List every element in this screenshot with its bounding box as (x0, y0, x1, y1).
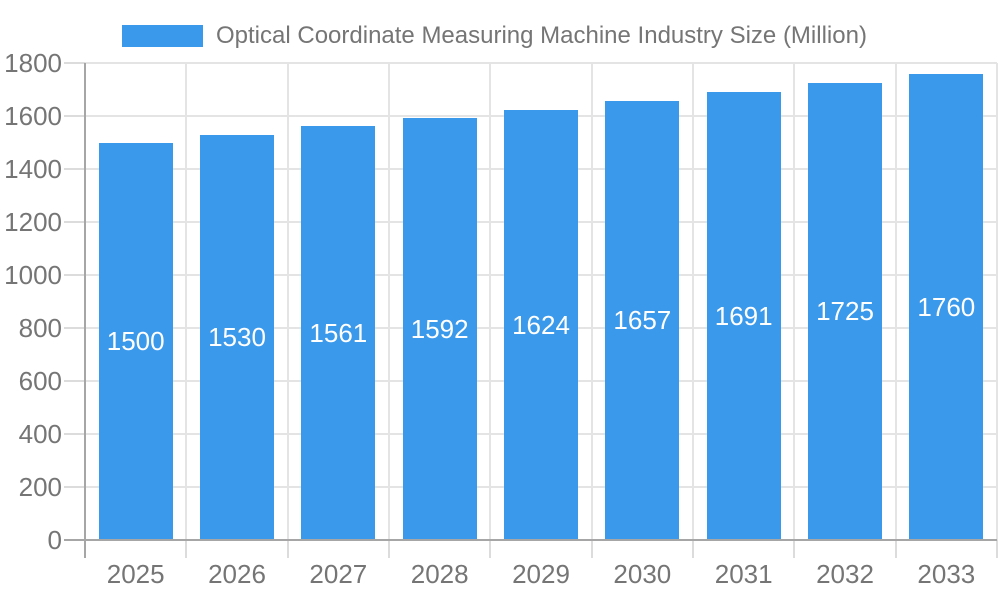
x-axis-tick (489, 540, 492, 558)
x-axis-tick (185, 540, 188, 558)
y-axis-label: 1200 (4, 207, 62, 237)
y-axis-tick (64, 62, 85, 64)
x-axis-tick (894, 540, 897, 558)
bar-value-label: 1691 (714, 300, 773, 331)
bar[interactable]: 1657 (605, 100, 680, 540)
bar-value-label: 1500 (106, 326, 165, 357)
y-axis-label: 400 (18, 419, 62, 449)
x-axis-label: 2033 (917, 559, 976, 589)
y-axis-tick (64, 380, 85, 382)
y-axis-label: 200 (18, 472, 62, 502)
bar-value-label: 1592 (410, 314, 469, 345)
x-axis-tick (286, 540, 289, 558)
x-axis-label: 2028 (410, 559, 469, 589)
bar-value-label: 1657 (613, 305, 672, 336)
x-axis-label: 2025 (106, 559, 165, 589)
y-axis-label: 1400 (4, 154, 62, 184)
bar[interactable]: 1691 (706, 91, 781, 540)
y-axis-label: 1800 (4, 48, 62, 78)
y-axis-tick (64, 115, 85, 117)
y-axis-label: 0 (47, 525, 62, 555)
x-axis-tick (996, 540, 998, 558)
y-axis-tick (64, 327, 85, 329)
bar[interactable]: 1725 (808, 82, 882, 540)
bar-value-label: 1760 (917, 291, 976, 322)
vertical-gridline (286, 63, 289, 540)
x-axis-label: 2029 (512, 559, 570, 589)
legend-swatch[interactable] (122, 25, 203, 47)
bar[interactable]: 1530 (200, 134, 274, 540)
y-axis-label: 1600 (4, 101, 62, 131)
legend[interactable]: Optical Coordinate Measuring Machine Ind… (122, 22, 867, 50)
x-axis-tick (692, 540, 694, 558)
bar-value-label: 1561 (309, 318, 368, 349)
x-axis-label: 2032 (816, 559, 874, 589)
x-axis-label: 2026 (208, 559, 266, 589)
y-axis-tick (64, 486, 85, 488)
x-axis-tick (793, 540, 796, 558)
y-axis-tick (64, 221, 85, 223)
vertical-gridline (692, 63, 694, 540)
bar[interactable]: 1592 (402, 118, 477, 540)
bar[interactable]: 1500 (98, 142, 173, 540)
x-axis-label: 2030 (613, 559, 672, 589)
y-axis-line (84, 63, 86, 558)
plot-area: 1500 1530 1561 1592 1624 1657 1691 1725 1760 (85, 62, 998, 541)
y-axis-tick (64, 168, 85, 170)
vertical-gridline (489, 63, 492, 540)
vertical-gridline (388, 63, 390, 540)
horizontal-gridline (85, 62, 997, 64)
bar[interactable]: 1760 (909, 73, 984, 540)
bar[interactable]: 1624 (504, 109, 578, 540)
x-axis-tick (388, 540, 390, 558)
bar-value-label: 1725 (816, 296, 874, 327)
vertical-gridline (996, 63, 998, 540)
vertical-gridline (894, 63, 897, 540)
legend-label[interactable]: Optical Coordinate Measuring Machine Ind… (216, 22, 867, 49)
vertical-gridline (590, 63, 593, 540)
y-axis-tick (64, 433, 85, 435)
x-axis-label: 2027 (309, 559, 368, 589)
bar[interactable]: 1561 (301, 126, 376, 540)
y-axis-label: 1000 (4, 260, 62, 290)
vertical-gridline (793, 63, 796, 540)
x-axis-line (64, 539, 997, 541)
x-axis-tick (590, 540, 593, 558)
vertical-gridline (185, 63, 188, 540)
bar-value-label: 1530 (208, 322, 266, 353)
y-axis-label: 600 (18, 366, 62, 396)
bar-value-label: 1624 (512, 309, 570, 340)
x-axis-label: 2031 (714, 559, 773, 589)
y-axis-tick (64, 274, 85, 276)
y-axis-label: 800 (18, 313, 62, 343)
